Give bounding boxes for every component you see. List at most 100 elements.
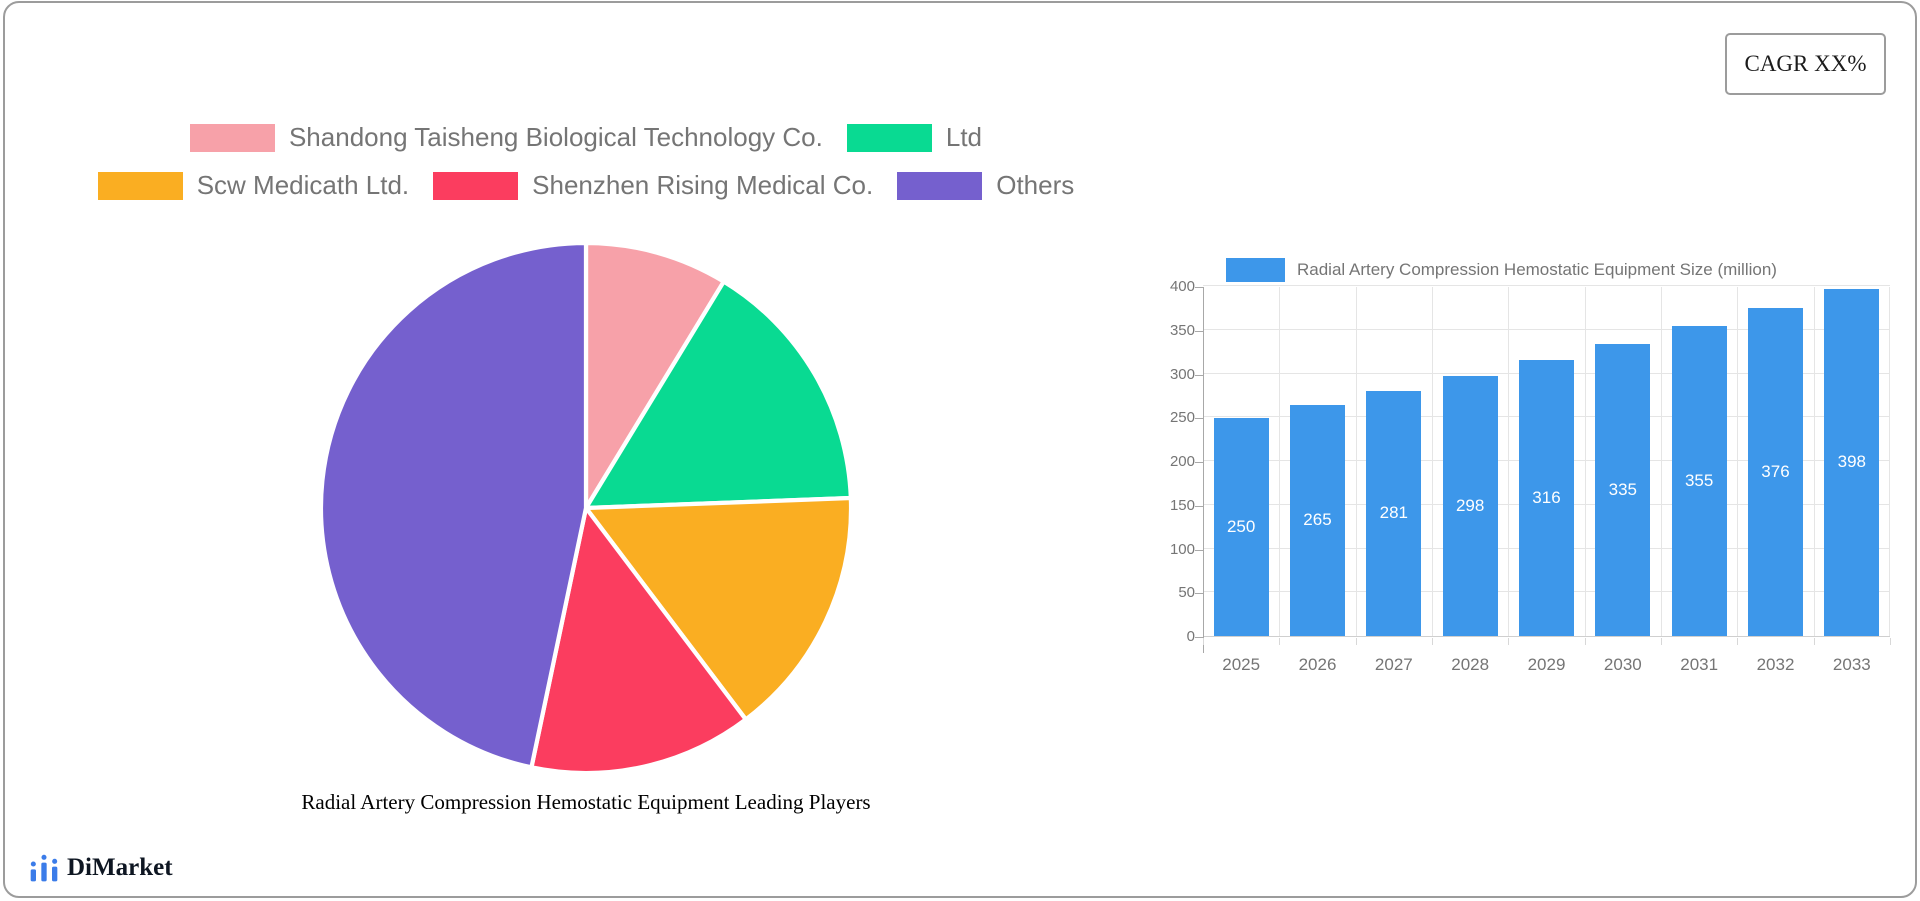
bar-column: 281	[1356, 287, 1432, 636]
logo-bar	[52, 866, 58, 882]
bar-value-label: 316	[1532, 488, 1561, 508]
bar-column: 398	[1814, 287, 1890, 636]
x-axis-category-label: 2033	[1832, 655, 1871, 674]
x-axis-tick	[1432, 638, 1433, 645]
bar-value-label: 355	[1684, 471, 1714, 491]
bar-column: 250	[1203, 287, 1279, 636]
y-axis-tick-label: 300	[1169, 365, 1195, 383]
logo-dot	[30, 861, 36, 867]
x-axis-tick	[1203, 638, 1204, 645]
pie-legend-swatch	[97, 171, 183, 200]
bar: 335	[1595, 343, 1651, 636]
x-axis-category-label: 2025	[1222, 655, 1261, 674]
x-axis-tick	[1890, 638, 1891, 645]
bar: 376	[1748, 307, 1803, 636]
x-axis-tick	[1279, 638, 1281, 645]
logo-dot	[52, 858, 58, 864]
bar: 398	[1824, 288, 1880, 636]
y-axis-tick-label: 250	[1169, 409, 1195, 427]
x-axis-category-label: 2030	[1603, 655, 1642, 674]
bar-chart-legend: Radial Artery Compression Hemostatic Equ…	[1226, 258, 1777, 282]
gridline-vertical	[1432, 287, 1433, 636]
bar-value-label: 265	[1303, 510, 1332, 530]
pie-legend-label: Others	[996, 170, 1075, 200]
y-axis-tick-label: 400	[1169, 278, 1195, 295]
y-axis-line	[1203, 287, 1204, 653]
bar-value-label: 250	[1226, 516, 1256, 536]
gridline-horizontal	[1203, 328, 1890, 330]
cagr-badge-label: CAGR XX%	[1744, 51, 1867, 76]
logo-dot	[41, 854, 47, 860]
pie-legend-swatch	[846, 123, 932, 152]
bar-value-label: 298	[1455, 496, 1485, 515]
y-axis-tick	[1195, 418, 1203, 420]
x-axis-tick	[1355, 638, 1357, 645]
x-axis-tick	[1508, 638, 1510, 645]
bar-column: 376	[1737, 287, 1813, 636]
bar-legend-label: Radial Artery Compression Hemostatic Equ…	[1297, 260, 1777, 279]
logo-bar	[30, 869, 36, 882]
pie-slice	[583, 279, 853, 511]
pie-legend-swatch	[433, 171, 519, 200]
bar-value-label: 281	[1379, 503, 1408, 523]
bar: 355	[1671, 326, 1727, 636]
x-axis-tick	[1737, 638, 1739, 645]
x-axis-category-label: 2029	[1527, 655, 1566, 674]
gridline-vertical	[1889, 287, 1890, 636]
bar-column: 316	[1508, 287, 1584, 636]
y-axis-tick	[1195, 462, 1203, 463]
gridline-vertical	[1737, 287, 1739, 636]
x-axis-category-label: 2032	[1756, 655, 1795, 674]
y-axis-tick-label: 150	[1169, 496, 1195, 514]
y-axis-tick	[1195, 330, 1203, 332]
bar: 265	[1290, 404, 1345, 636]
x-axis-category-label: 2027	[1374, 655, 1413, 674]
bar-value-label: 376	[1761, 461, 1790, 481]
y-axis-tick-label: 50	[1178, 584, 1195, 602]
x-axis-category-label: 2026	[1298, 655, 1337, 674]
pie-legend-swatch	[897, 171, 983, 200]
pie-legend-item: Shandong Taisheng Biological Technology …	[189, 122, 823, 153]
pie-legend-label: Shandong Taisheng Biological Technology …	[288, 122, 823, 152]
gridline-vertical	[1813, 287, 1815, 636]
y-axis-tick	[1195, 374, 1203, 376]
bar-column: 335	[1585, 287, 1661, 636]
pie-legend-item: Scw Medicath Ltd.	[97, 170, 409, 201]
y-axis-tick	[1195, 287, 1203, 288]
y-axis-tick	[1195, 637, 1203, 638]
pie-slice	[318, 240, 589, 770]
brand-logo: DiMarket	[28, 852, 173, 884]
pie-legend: Shandong Taisheng Biological Technology …	[40, 122, 1132, 201]
y-axis-tick	[1195, 593, 1203, 595]
bar-value-label: 335	[1608, 479, 1637, 499]
logo-bar	[41, 862, 47, 882]
y-axis-tick-label: 350	[1169, 321, 1195, 339]
y-axis-tick	[1195, 549, 1203, 551]
pie-legend-item: Shenzhen Rising Medical Co.	[433, 170, 873, 201]
pie-legend-label: Ltd	[945, 122, 983, 152]
bar-column: 298	[1432, 287, 1508, 636]
gridline-vertical	[1508, 287, 1510, 636]
brand-logo-text: DiMarket	[67, 854, 173, 881]
y-axis-tick	[1195, 505, 1203, 507]
pie-legend-item: Others	[897, 170, 1074, 201]
x-axis-tick	[1584, 638, 1586, 645]
bar-column: 265	[1279, 287, 1355, 636]
x-axis-category-label: 2031	[1680, 655, 1719, 674]
gridline-vertical	[1355, 287, 1357, 636]
y-axis-tick-label: 0	[1186, 628, 1195, 645]
pie-legend-item: Ltd	[846, 122, 983, 153]
gridline-vertical	[1661, 287, 1662, 636]
gridline-vertical	[1279, 287, 1281, 636]
pie-slice	[529, 505, 748, 776]
gridline-horizontal	[1203, 285, 1890, 286]
x-axis-tick	[1813, 638, 1815, 645]
pie-chart-title: Radial Artery Compression Hemostatic Equ…	[301, 790, 871, 814]
y-axis-tick-label: 200	[1169, 453, 1195, 470]
pie-chart	[318, 240, 854, 776]
bar-chart-plot-area: 250 265 281 298 316 335 355 376 398	[1203, 285, 1890, 637]
pie-slice	[583, 240, 726, 511]
dimarket-logo-icon	[30, 854, 58, 882]
bar: 298	[1442, 376, 1498, 636]
